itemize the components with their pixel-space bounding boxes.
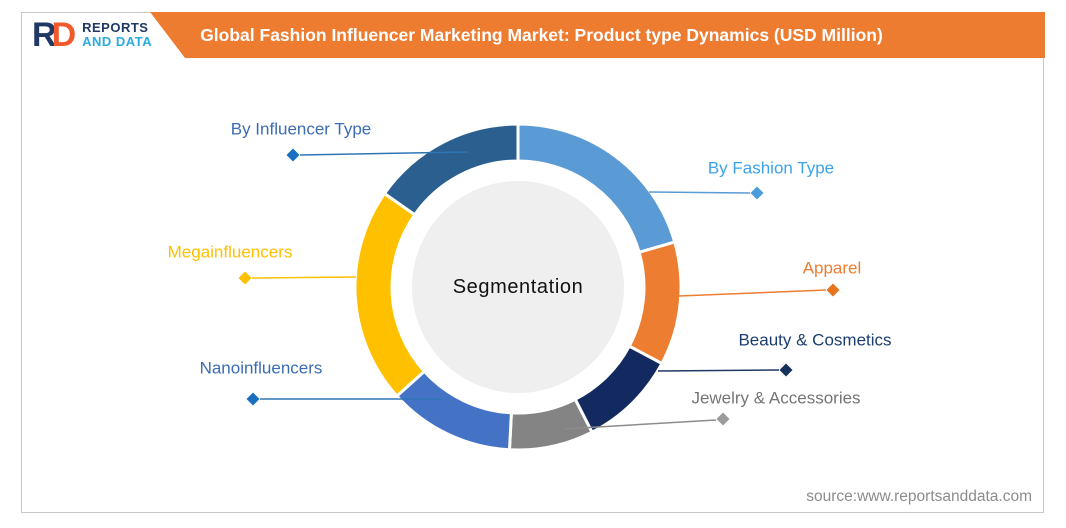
- callout-label-by-fashion-type[interactable]: By Fashion Type: [708, 159, 834, 178]
- diamond-marker-icon: [779, 363, 793, 377]
- callout-leader-line: [563, 419, 717, 430]
- diamond-marker-icon: [716, 412, 730, 426]
- donut-segment-jewelry-accessories[interactable]: [507, 397, 594, 452]
- callout-label-apparel[interactable]: Apparel: [803, 259, 862, 278]
- callout-leader-line: [251, 276, 357, 279]
- title-banner: Global Fashion Influencer Marketing Mark…: [150, 12, 1045, 58]
- callout-leader-line: [678, 289, 827, 297]
- diamond-marker-icon: [826, 283, 840, 297]
- logo-text-reports: REPORTS: [82, 20, 149, 35]
- donut-segment-by-influencer-type[interactable]: [382, 122, 520, 217]
- diamond-marker-icon: [750, 186, 764, 200]
- callout-label-beauty-cosmetics[interactable]: Beauty & Cosmetics: [738, 331, 891, 350]
- rd-logo-icon: R D: [32, 16, 77, 54]
- diamond-marker-icon: [286, 148, 300, 162]
- logo-letter-r: R: [32, 16, 57, 54]
- callout-leader-line: [299, 151, 469, 156]
- donut-center-label: Segmentation: [453, 276, 584, 298]
- logo-letter-d: D: [51, 16, 77, 54]
- callout-label-nanoinfluencers[interactable]: Nanoinfluencers: [200, 359, 323, 378]
- callout-leader-line: [657, 369, 780, 372]
- donut-segment-apparel[interactable]: [627, 240, 683, 366]
- callout-leader-line: [648, 191, 751, 194]
- callout-label-by-influencer-type[interactable]: By Influencer Type: [231, 120, 372, 139]
- diamond-marker-icon: [238, 271, 252, 285]
- donut-hub-circle: [412, 181, 624, 393]
- diamond-marker-icon: [246, 392, 260, 406]
- source-attribution: source:www.reportsanddata.com: [806, 488, 1032, 505]
- callout-label-jewelry-accessories[interactable]: Jewelry & Accessories: [691, 389, 860, 408]
- callout-label-megainfluencers[interactable]: Megainfluencers: [168, 243, 293, 262]
- chart-title: Global Fashion Influencer Marketing Mark…: [200, 24, 883, 45]
- reports-and-data-logo: R D REPORTS AND DATA: [32, 16, 153, 54]
- logo-text-and-data: AND DATA: [82, 34, 153, 49]
